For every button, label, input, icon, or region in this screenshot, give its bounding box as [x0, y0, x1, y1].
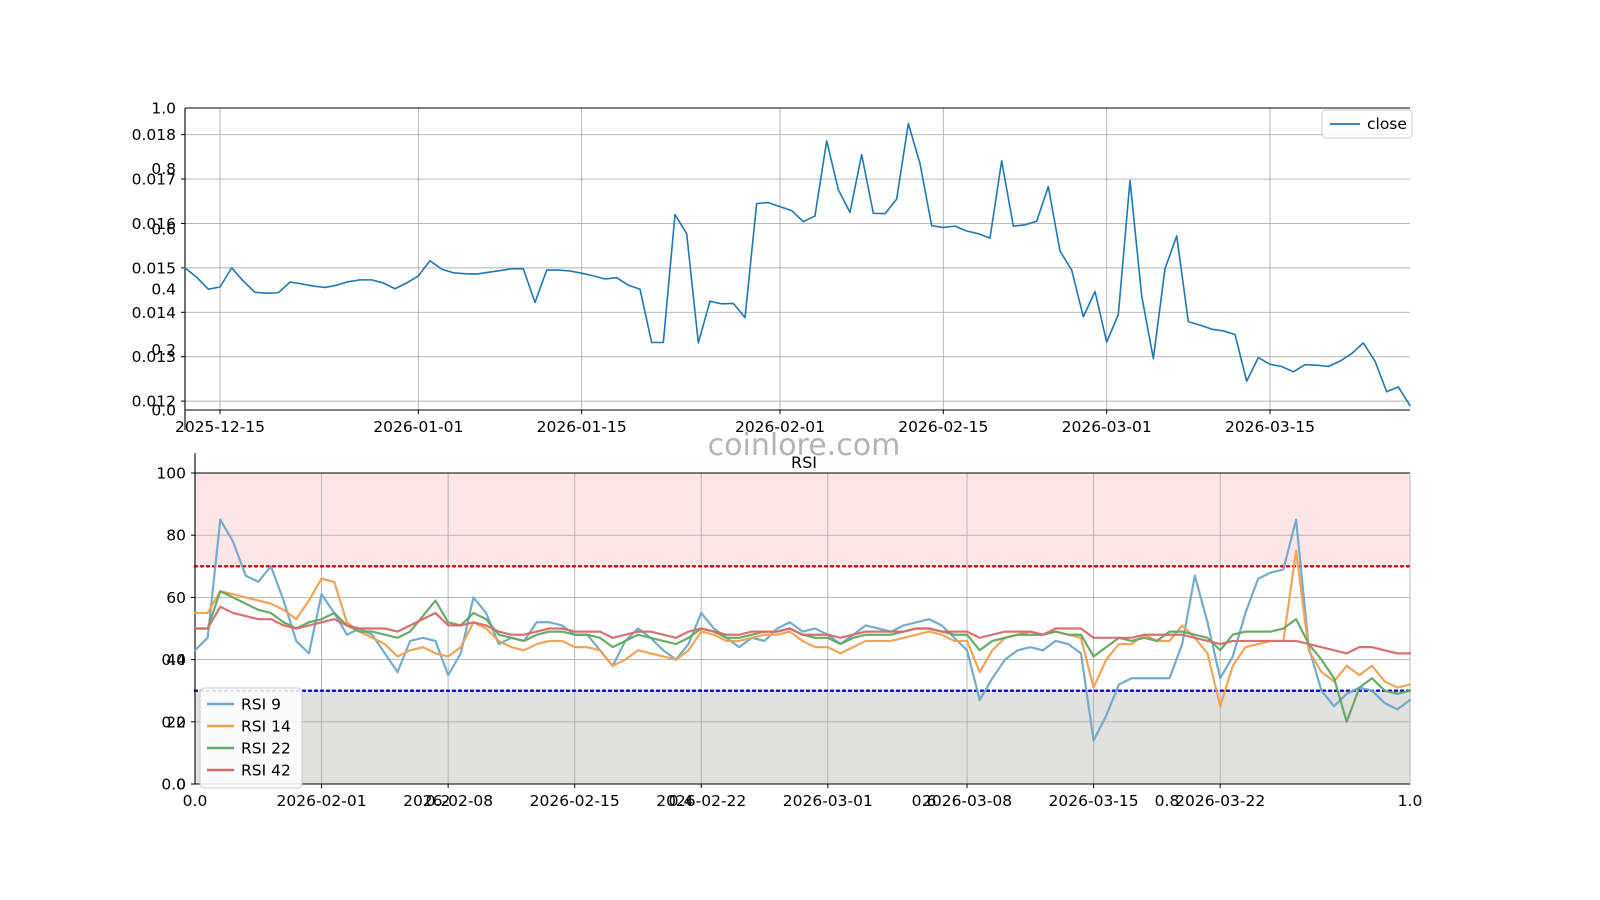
rsi-secondary-ytick-label: 0.0	[161, 776, 186, 794]
rsi-secondary-xtick-label: 0.6	[912, 792, 937, 810]
rsi-secondary-ytick-label: 0.4	[161, 651, 186, 669]
price-panel: 0.012 0.013 0.014 0.015 0.016 0.017 0.018 0.0 0.…	[132, 100, 1411, 436]
rsi-secondary-xtick-label: 0.0	[183, 792, 208, 810]
rsi-series-line-0	[193, 518, 1412, 742]
rsi-secondary-xtick-label: 0.8	[1155, 792, 1180, 810]
rsi-xtick-label: 2026-03-22	[1175, 792, 1265, 810]
price-close-line	[184, 122, 1411, 407]
rsi-xtick-label: 2026-03-15	[1049, 792, 1139, 810]
rsi-ytick-label: 40	[166, 651, 186, 669]
overbought-band	[195, 473, 1410, 567]
price-ytick-label: 0.015	[132, 259, 176, 277]
price-xtick-label: 2026-01-01	[373, 418, 463, 436]
price-legend-label-close: close	[1367, 115, 1407, 133]
price-ytick-label: 0.014	[132, 304, 176, 322]
rsi-ytick-label: 100	[156, 465, 186, 483]
rsi-ytick-label: 60	[166, 589, 186, 607]
price-ytick-label: 0.016	[132, 215, 176, 233]
price-secondary-ytick-label: 0.4	[151, 281, 176, 299]
price-xtick-label: 2026-01-15	[537, 418, 627, 436]
oversold-band	[195, 690, 1410, 784]
watermark: coinlore.com	[708, 428, 901, 463]
price-secondary-ytick-label: 0.0	[151, 402, 176, 420]
rsi-panel-title: RSI	[791, 453, 817, 472]
rsi-ytick-label: 20	[166, 713, 186, 731]
rsi-legend-label-2: RSI 22	[241, 740, 291, 758]
rsi-ytick-label: 0	[176, 776, 186, 794]
rsi-secondary-xtick-label: 0.4	[669, 792, 694, 810]
price-ytick-label: 0.013	[132, 348, 176, 366]
rsi-xtick-label: 2026-03-01	[783, 792, 873, 810]
price-ytick-label: 0.012	[132, 393, 176, 411]
rsi-secondary-xtick-label: 1.0	[1398, 792, 1423, 810]
rsi-xtick-label: 2026-02-01	[277, 792, 367, 810]
price-secondary-ytick-label: 0.8	[151, 160, 176, 178]
price-legend-box	[1321, 109, 1413, 139]
price-secondary-ytick-label: 0.2	[151, 341, 176, 359]
rsi-xtick-label: 2026-02-08	[403, 792, 493, 810]
price-xtick-label: 2026-03-15	[1225, 418, 1315, 436]
price-secondary-ytick-label: 1.0	[151, 100, 176, 118]
rsi-legend-label-3: RSI 42	[241, 762, 291, 780]
rsi-panel: 0 20 40 60 80 100 0.0 0.2 0.4 2026-02-01 2026-02-0…	[156, 453, 1422, 810]
rsi-series-line-1	[193, 549, 1412, 708]
rsi-ytick-label: 80	[166, 527, 186, 545]
price-xtick-label: 2026-02-15	[898, 418, 988, 436]
rsi-xtick-label: 2026-03-08	[922, 792, 1012, 810]
price-ytick-label: 0.018	[132, 126, 176, 144]
rsi-legend-box	[199, 687, 303, 789]
rsi-xtick-label: 2026-02-15	[530, 792, 620, 810]
rsi-legend-label-0: RSI 9	[241, 696, 281, 714]
rsi-legend[interactable]: RSI 9 RSI 14 RSI 22 RSI 42	[199, 687, 303, 789]
rsi-secondary-xtick-label: 0.2	[426, 792, 451, 810]
rsi-xtick-label: 2026-02-22	[656, 792, 746, 810]
rsi-series-line-3	[193, 605, 1412, 655]
rsi-legend-label-1: RSI 14	[241, 718, 291, 736]
price-xtick-label: 2025-12-15	[175, 418, 265, 436]
price-legend[interactable]: close	[1321, 109, 1413, 139]
rsi-secondary-ytick-label: 0.2	[161, 713, 186, 731]
price-secondary-ytick-label: 0.6	[151, 220, 176, 238]
price-xtick-label: 2026-02-01	[735, 418, 825, 436]
price-ytick-label: 0.017	[132, 171, 176, 189]
price-xtick-label: 2026-03-01	[1062, 418, 1152, 436]
